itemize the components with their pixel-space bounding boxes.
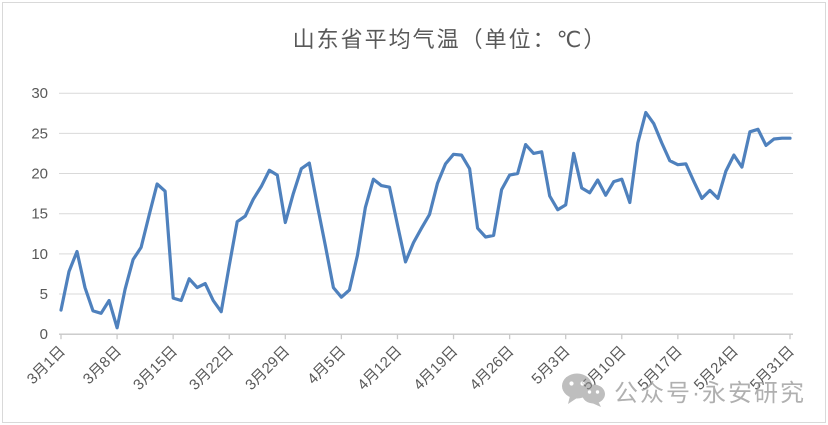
svg-text:4月26日: 4月26日 <box>467 343 518 394</box>
x-axis-labels: 3月1日 3月8日 3月15日 3月22日 3月29日 4月5日 4月12日 4月19日 4月2… <box>24 343 798 394</box>
svg-text:3月1日: 3月1日 <box>24 343 69 388</box>
svg-text:4月12日: 4月12日 <box>354 343 405 394</box>
svg-text:15: 15 <box>31 206 48 223</box>
svg-text:3月8日: 3月8日 <box>80 343 125 388</box>
svg-text:5月3日: 5月3日 <box>528 343 573 388</box>
svg-text:5月17日: 5月17日 <box>635 343 686 394</box>
svg-text:5月10日: 5月10日 <box>579 343 630 394</box>
y-axis-labels: 0 5 10 15 20 25 30 <box>31 85 48 343</box>
svg-text:3月29日: 3月29日 <box>242 343 293 394</box>
x-axis <box>59 333 793 340</box>
svg-text:30: 30 <box>31 85 48 102</box>
gridlines <box>59 92 793 335</box>
temperature-series-line <box>59 110 792 330</box>
svg-text:10: 10 <box>31 246 48 263</box>
svg-text:20: 20 <box>31 166 48 183</box>
svg-text:25: 25 <box>31 125 48 142</box>
svg-text:3月15日: 3月15日 <box>130 343 181 394</box>
svg-text:4月5日: 4月5日 <box>304 343 349 388</box>
svg-text:3月22日: 3月22日 <box>186 343 237 394</box>
chart-title: 山东省平均气温（单位：℃） <box>292 27 608 52</box>
svg-text:5月24日: 5月24日 <box>691 343 742 394</box>
svg-text:5: 5 <box>40 286 48 303</box>
svg-text:4月19日: 4月19日 <box>410 343 461 394</box>
svg-text:5月31日: 5月31日 <box>747 343 798 394</box>
svg-text:0: 0 <box>40 326 48 343</box>
